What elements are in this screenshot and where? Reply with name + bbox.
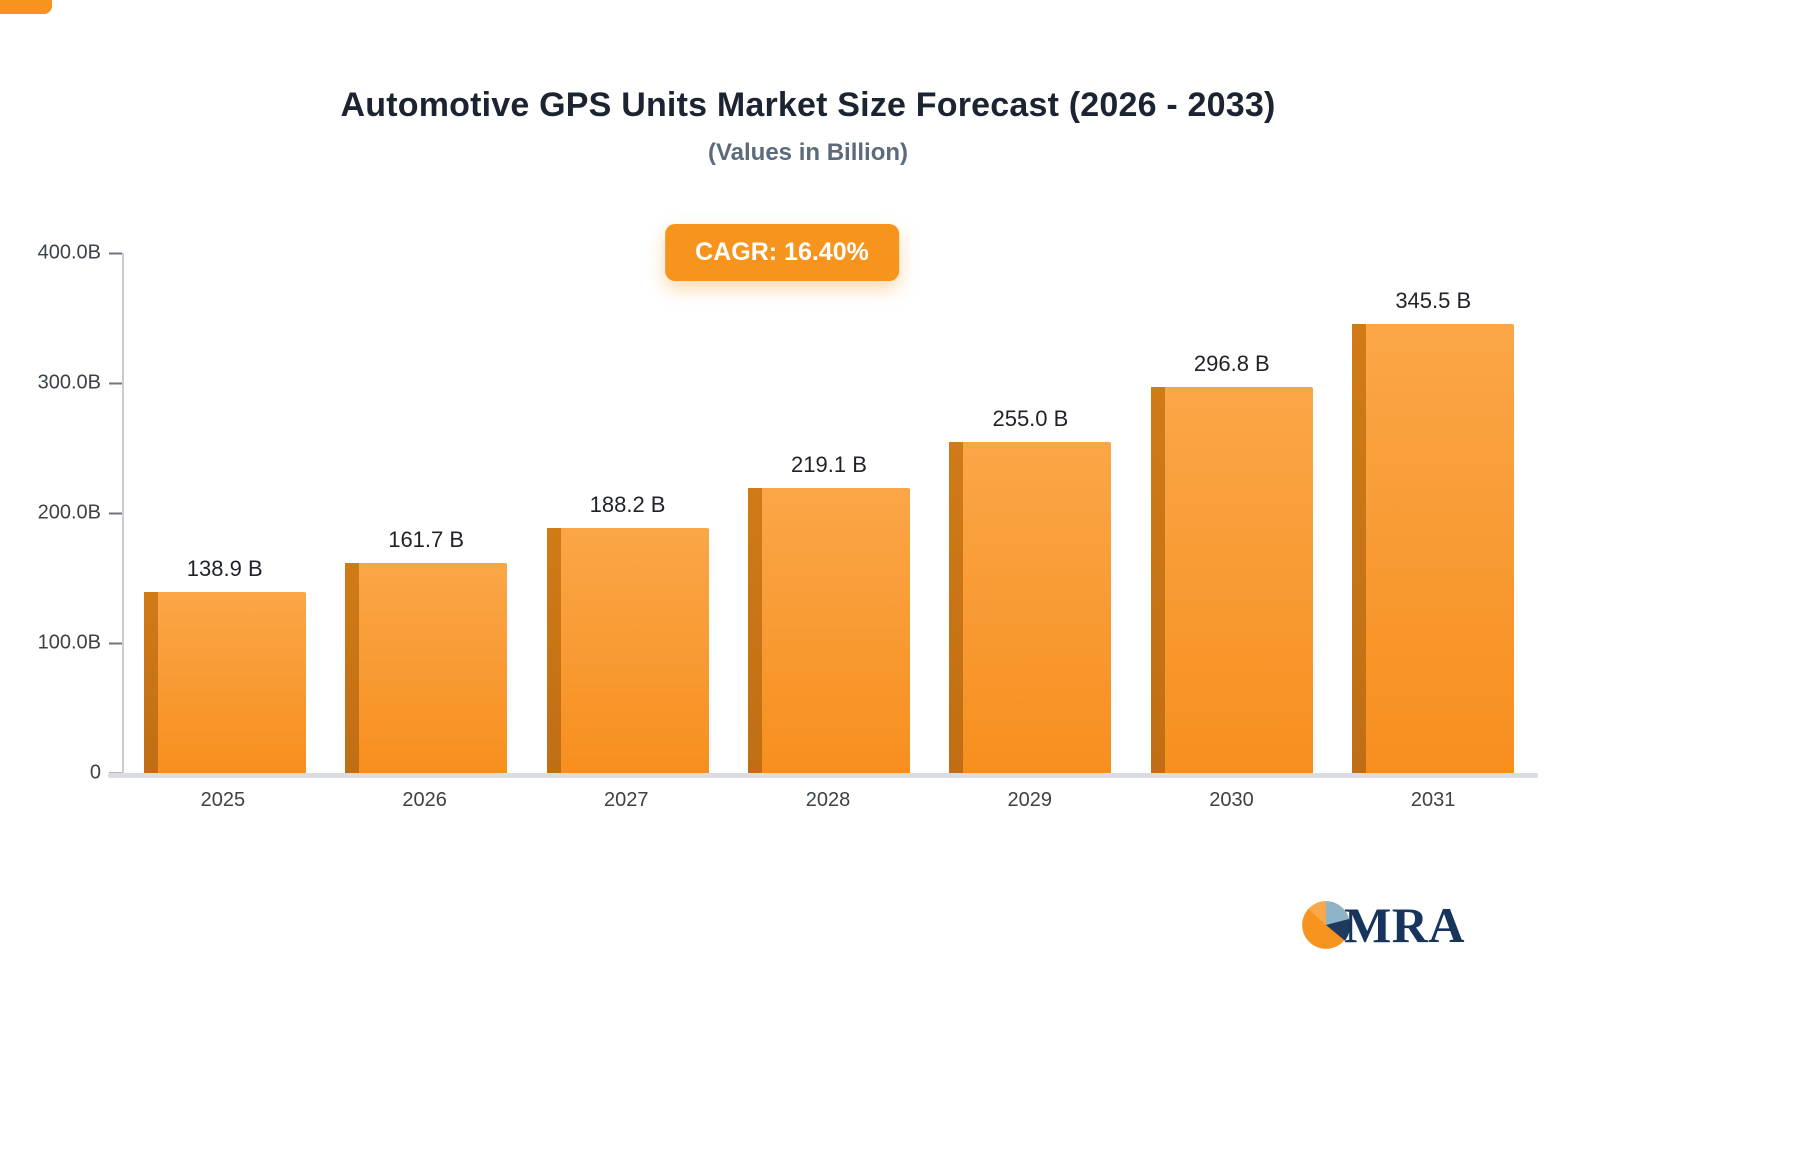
- x-label-2028: 2028: [805, 789, 851, 811]
- x-label-2027: 2027: [604, 789, 649, 811]
- x-label-2029: 2029: [1007, 789, 1052, 811]
- plot-area: 138.9 B 161.7 B 188.2 B 219.1 B 255.0 B 296.8…: [108, 253, 1538, 778]
- bar-value-label: 161.7 B: [388, 526, 465, 552]
- bar-slot: 255.0 B: [930, 253, 1131, 773]
- mra-logo: MRA: [1300, 896, 1465, 954]
- bar-slot: 219.1 B: [728, 253, 929, 773]
- y-tick-label: 0: [89, 761, 101, 784]
- tick-mark: [109, 642, 122, 644]
- bar-2029: 255.0 B: [949, 406, 1112, 773]
- chart-title: Automotive GPS Units Market Size Forecas…: [340, 86, 1276, 124]
- tick-mark: [109, 382, 122, 384]
- bar-2028: 219.1 B: [747, 452, 910, 773]
- tick-mark: [109, 252, 122, 254]
- bar-value-label: 219.1 B: [791, 452, 867, 478]
- tick-mark: [109, 512, 122, 514]
- bar-slot: 188.2 B: [527, 253, 728, 773]
- y-tick: 200.0B: [38, 502, 122, 525]
- mra-logo-icon: [1302, 901, 1351, 949]
- bar-slot: 161.7 B: [325, 253, 526, 774]
- bar-value-label: 138.9 B: [186, 556, 263, 582]
- bar-slot: 296.8 B: [1131, 253, 1332, 773]
- bar-2025: 138.9 B: [143, 556, 306, 773]
- bar-value-label: 296.8 B: [1193, 351, 1270, 377]
- y-tick: 300.0B: [38, 372, 122, 395]
- bars-row: 138.9 B 161.7 B 188.2 B 219.1 B 255.0 B 296.8…: [124, 253, 1534, 774]
- x-label-2026: 2026: [402, 789, 447, 811]
- chart-header: Automotive GPS Units Market Size Forecas…: [0, 0, 1640, 168]
- mra-logo-text: MRA: [1344, 897, 1465, 953]
- y-tick-label: 300.0B: [37, 371, 101, 394]
- x-label-2025: 2025: [200, 789, 246, 811]
- x-axis: 2025 2026 2027 2028 2029 2030 2031: [122, 789, 1534, 812]
- x-label-2031: 2031: [1410, 789, 1456, 811]
- x-axis-line: [108, 773, 1538, 778]
- y-tick-label: 200.0B: [37, 501, 101, 524]
- y-tick: 100.0B: [38, 632, 122, 655]
- bar-value-label: 345.5 B: [1395, 287, 1472, 313]
- bar-value-label: 255.0 B: [992, 405, 1069, 431]
- bar-2027: 188.2 B: [546, 492, 709, 773]
- bar-slot: 345.5 B: [1333, 253, 1534, 774]
- y-tick-label: 400.0B: [37, 241, 101, 264]
- y-axis: 400.0B 300.0B 200.0B 100.0B 0: [22, 242, 122, 784]
- bar-2026: 161.7 B: [345, 527, 508, 774]
- y-tick: 400.0B: [38, 242, 122, 265]
- y-tick-label: 100.0B: [37, 631, 101, 654]
- chart-section: CAGR: 16.40% 400.0B 300.0B 200.0B 100.0B 0 1…: [22, 224, 1542, 812]
- chart-subtitle: (Values in Billion): [707, 139, 909, 166]
- bar-slot: 138.9 B: [124, 253, 325, 773]
- x-label-2030: 2030: [1209, 789, 1254, 811]
- cagr-badge: CAGR: 16.40%: [665, 224, 899, 281]
- bar-2030: 296.8 B: [1150, 351, 1313, 773]
- corner-accent: [0, 0, 52, 14]
- bar-2031: 345.5 B: [1352, 288, 1515, 774]
- bar-value-label: 188.2 B: [589, 492, 666, 518]
